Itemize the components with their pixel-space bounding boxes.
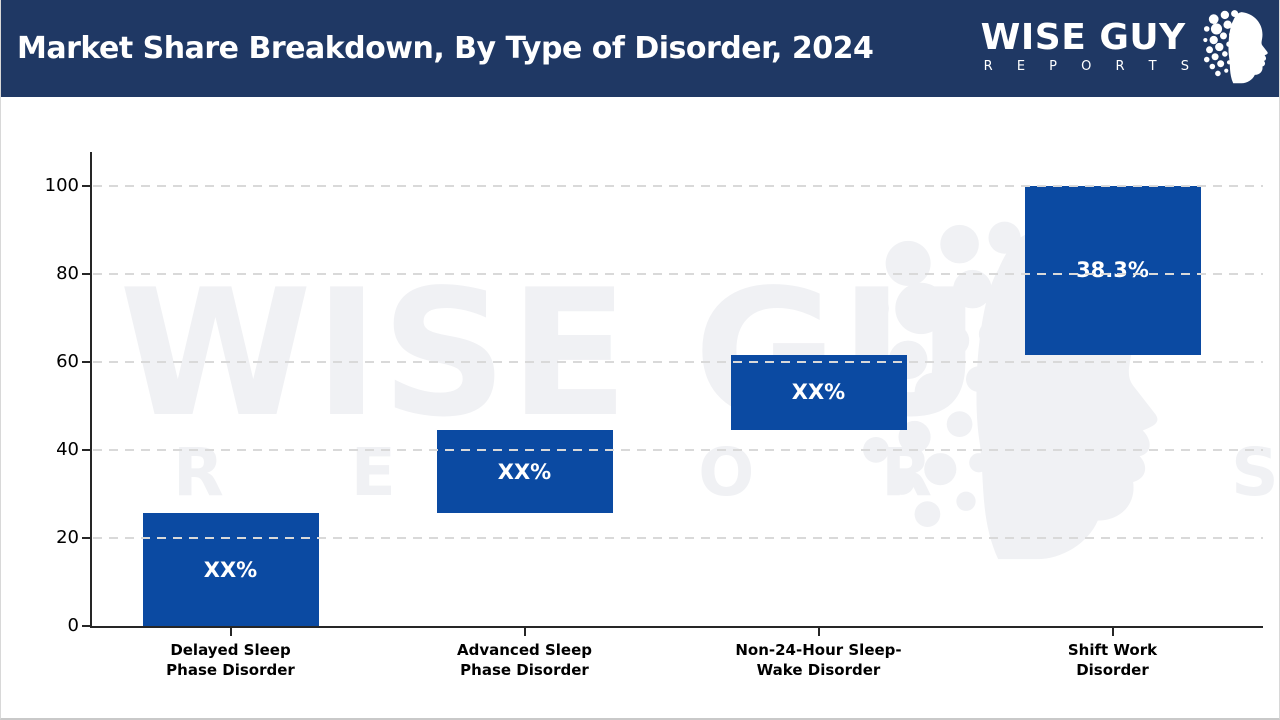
header-bar: Market Share Breakdown, By Type of Disor…	[1, 0, 1279, 97]
bar-value-label: XX%	[497, 459, 552, 484]
logo-face-icon	[1203, 10, 1268, 84]
x-axis-tick-non-24-hour-sleep-wake-disorder	[817, 628, 820, 636]
watermark-wordmark: WISE GUY	[119, 253, 1113, 456]
y-axis-tick-40	[82, 449, 90, 451]
category-label-line: Delayed Sleep	[170, 641, 291, 659]
y-tick-label-100: 100	[44, 175, 79, 196]
category-label-line: Phase Disorder	[460, 661, 589, 679]
x-axis-tick-advanced-sleep-phase-disorder	[523, 628, 526, 636]
gridline-20	[93, 537, 1263, 539]
gridline-100	[93, 185, 1263, 187]
y-tick-label-20: 20	[56, 527, 79, 548]
wiseguy-logo: WISE GUY R E P O R T S	[981, 8, 1271, 86]
bar-value-label: XX%	[791, 380, 846, 405]
y-axis-tick-0	[82, 625, 90, 627]
category-label-line: Wake Disorder	[756, 661, 881, 679]
y-tick-label-80: 80	[56, 263, 79, 284]
category-label-line: Disorder	[1076, 661, 1149, 679]
logo-text: WISE GUY R E P O R T S	[980, 17, 1199, 75]
bar-non-24-hour-sleep-wake-disorder: XX%	[730, 354, 907, 430]
y-axis-tick-80	[82, 273, 90, 275]
gridline-40	[93, 449, 1263, 451]
y-tick-label-60: 60	[56, 351, 79, 372]
category-label-line: Advanced Sleep	[457, 641, 592, 659]
logo-wordmark: WISE GUY	[980, 17, 1186, 58]
y-axis-tick-60	[82, 361, 90, 363]
y-tick-label-0: 0	[67, 615, 79, 636]
chart-title: Market Share Breakdown, By Type of Disor…	[17, 31, 874, 66]
category-label-non-24-hour-sleep-wake-disorder: Non-24-Hour Sleep- Wake Disorder	[689, 640, 949, 680]
category-label-shift-work-disorder: Shift Work Disorder	[983, 640, 1243, 680]
bar-shift-work-disorder: 38.3%	[1024, 186, 1201, 355]
bar-value-label: XX%	[203, 557, 258, 582]
category-label-line: Non-24-Hour Sleep-	[735, 641, 902, 659]
bar-value-label: 38.3%	[1076, 258, 1149, 283]
y-axis-tick-100	[82, 185, 90, 187]
x-axis-tick-shift-work-disorder	[1111, 628, 1114, 636]
gridline-80	[93, 273, 1263, 275]
x-axis-tick-delayed-sleep-phase-disorder	[229, 628, 232, 636]
x-axis-spine	[90, 626, 1263, 628]
category-label-line: Shift Work	[1067, 641, 1158, 659]
bar-delayed-sleep-phase-disorder: XX%	[142, 513, 319, 626]
category-label-line: Phase Disorder	[166, 661, 295, 679]
gridline-60	[93, 361, 1263, 363]
logo-reports-text: R E P O R T S	[983, 59, 1199, 74]
bar-advanced-sleep-phase-disorder: XX%	[436, 429, 613, 514]
y-tick-label-40: 40	[56, 439, 79, 460]
category-label-advanced-sleep-phase-disorder: Advanced Sleep Phase Disorder	[395, 640, 655, 680]
y-axis-tick-20	[82, 537, 90, 539]
category-label-delayed-sleep-phase-disorder: Delayed Sleep Phase Disorder	[101, 640, 361, 680]
y-axis-spine	[90, 152, 92, 628]
